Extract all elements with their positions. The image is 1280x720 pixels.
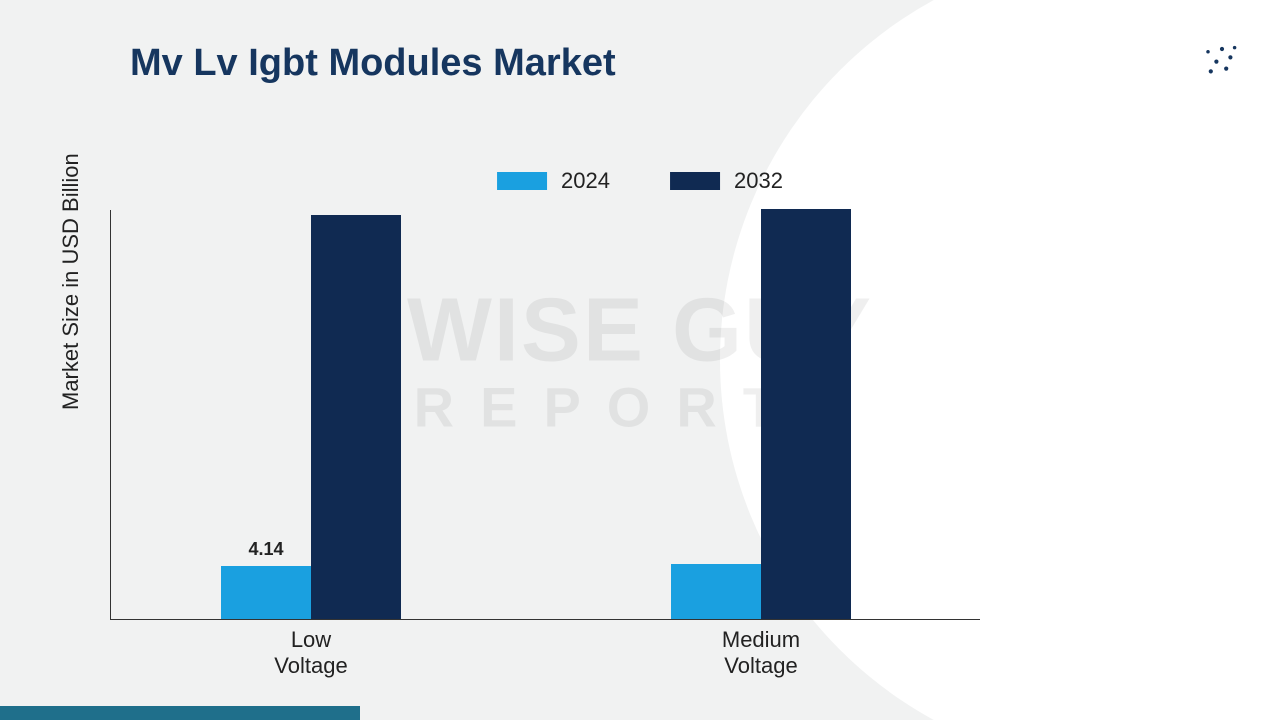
brand-line2: REPORTS: [1012, 72, 1170, 88]
brand-head-icon: [1180, 28, 1250, 98]
bar-2024: [221, 566, 311, 619]
x-axis-label: MediumVoltage: [661, 619, 861, 680]
legend-item-2032: 2032: [670, 168, 783, 194]
legend-swatch-2024: [497, 172, 547, 190]
chart-plot: 4.14LowVoltageMediumVoltage: [110, 210, 980, 620]
legend-item-2024: 2024: [497, 168, 610, 194]
chart-area: WISE GUY REPORTS Mv Lv Igbt Modules Mark…: [0, 0, 1280, 720]
chart-legend: 2024 2032: [497, 168, 783, 194]
y-axis-label: Market Size in USD Billion: [58, 153, 84, 410]
bar-value-label: 4.14: [221, 539, 311, 560]
bar-2024: [671, 564, 761, 619]
decor-bottom-bar: [0, 706, 360, 720]
legend-swatch-2032: [670, 172, 720, 190]
bar-2032: [761, 209, 851, 619]
x-axis-label: LowVoltage: [211, 619, 411, 680]
bar-2032: [311, 215, 401, 619]
legend-label-2024: 2024: [561, 168, 610, 194]
legend-label-2032: 2032: [734, 168, 783, 194]
chart-title: Mv Lv Igbt Modules Market: [130, 42, 616, 85]
brand-logo: WISE GUY REPORTS: [1012, 28, 1250, 98]
brand-line1: WISE GUY: [1012, 38, 1170, 68]
